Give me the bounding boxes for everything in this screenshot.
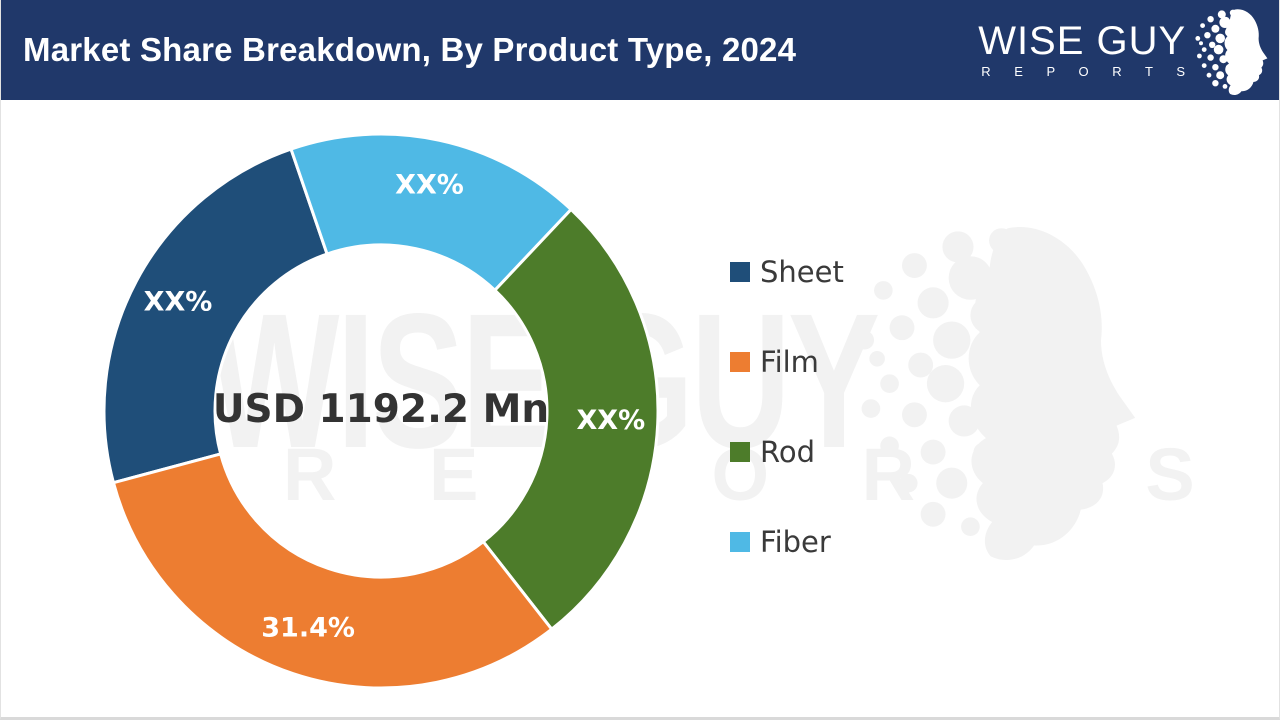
logo-text-block: WISE GUY R E P O R T S: [978, 20, 1195, 79]
legend-label-fiber: Fiber: [760, 524, 831, 559]
slice-label-rod: XX%: [576, 405, 645, 436]
pie-slice-film: [111, 452, 554, 690]
legend-item-sheet: Sheet: [730, 252, 844, 292]
legend-swatch-sheet: [730, 262, 750, 282]
legend-item-film: Film: [730, 342, 844, 382]
legend-swatch-film: [730, 352, 750, 372]
wiseguy-logo: WISE GUY R E P O R T S: [978, 4, 1275, 96]
wiseguy-face-watermark: [846, 222, 1157, 564]
logo-tagline: R E P O R T S: [981, 64, 1195, 79]
pie-slice-fiber: [289, 132, 573, 292]
legend-label-film: Film: [760, 344, 819, 379]
header-bar: Market Share Breakdown, By Product Type,…: [1, 0, 1279, 100]
wiseguy-face-icon: [1193, 8, 1273, 96]
slice-label-film: 31.4%: [261, 613, 355, 644]
legend: Sheet Film Rod Fiber: [730, 252, 844, 612]
page-title: Market Share Breakdown, By Product Type,…: [23, 31, 797, 68]
pie-slice-rod: [481, 207, 660, 631]
legend-label-rod: Rod: [760, 434, 815, 469]
slice-label-fiber: XX%: [395, 170, 464, 201]
legend-item-fiber: Fiber: [730, 522, 844, 562]
legend-swatch-rod: [730, 442, 750, 462]
legend-label-sheet: Sheet: [760, 254, 844, 289]
legend-item-rod: Rod: [730, 432, 844, 472]
legend-swatch-fiber: [730, 532, 750, 552]
chart-center-value: USD 1192.2 Mn: [212, 387, 550, 432]
donut-chart: XX% XX% XX% 31.4%: [102, 132, 660, 690]
logo-brand: WISE GUY: [978, 19, 1187, 63]
slice-label-sheet: XX%: [144, 287, 213, 318]
pie-slice-sheet: [102, 147, 329, 485]
